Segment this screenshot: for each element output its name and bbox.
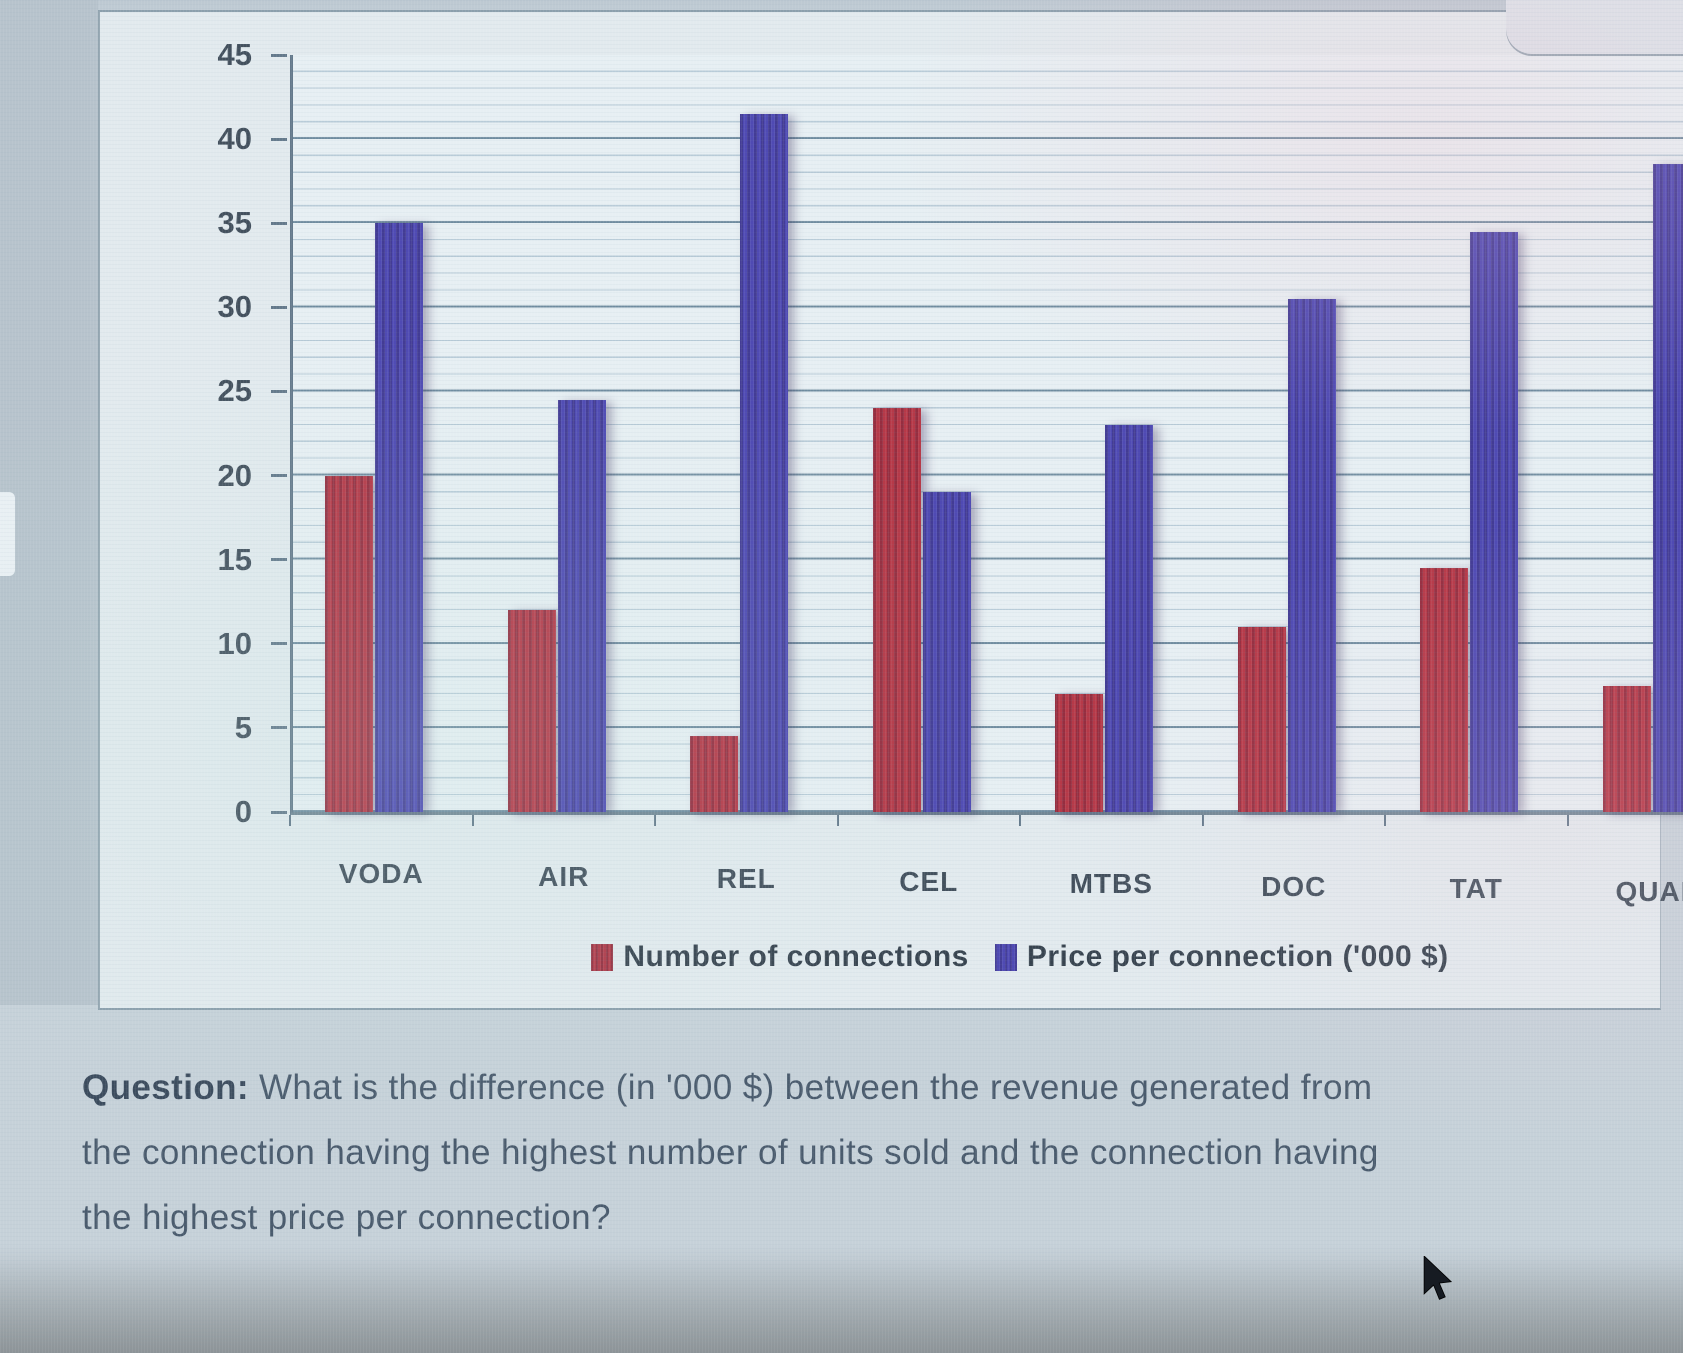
bar-tat-connections [1420, 568, 1468, 812]
x-axis-label-tat: TAT [1449, 873, 1503, 904]
x-axis-tick [1566, 815, 1569, 826]
x-axis-tick [1201, 815, 1204, 826]
y-axis-tick [271, 389, 287, 393]
y-axis-label-10: 10 [217, 625, 252, 661]
bar-rel-connections [690, 736, 738, 812]
bar-voda-connections [325, 475, 373, 812]
legend: Number of connections Price per connecti… [290, 940, 1683, 974]
x-axis-label-voda: VODA [338, 858, 424, 889]
x-axis-tick [471, 815, 474, 826]
y-axis-tick [271, 305, 287, 309]
top-right-overlay-tab[interactable]: Al [1506, 0, 1683, 56]
y-axis-label-5: 5 [234, 709, 252, 745]
x-axis-tick [289, 815, 291, 826]
y-axis-label-45: 45 [217, 37, 252, 72]
y-axis: 0 5 10 15 20 25 30 35 40 45 [100, 37, 290, 829]
chart-panel: 0 5 10 15 20 25 30 35 40 45 VODA AIR REL CEL MTBS DOC T… [98, 10, 1683, 1010]
legend-label-price: Price per connection ('000 $) [1026, 940, 1449, 973]
x-axis-label-air: AIR [538, 860, 590, 892]
question-line-2: the connection having the highest number… [82, 1133, 1379, 1172]
bar-mtbs-connections [1055, 694, 1103, 812]
bar-doc-connections [1237, 627, 1286, 812]
bar-cel-price [922, 492, 971, 812]
question-block: Question: What is the difference (in '000… [82, 1055, 1642, 1250]
y-axis-tick [271, 221, 287, 225]
bar-air-price [557, 399, 606, 812]
question-text-1: What is the difference (in '000 $) betwe… [258, 1068, 1373, 1107]
y-axis-tick [271, 137, 287, 141]
y-axis-label-20: 20 [217, 457, 252, 493]
y-axis-tick [271, 474, 287, 478]
bar-rel-price [740, 113, 788, 812]
bar-air-connections [507, 610, 556, 812]
x-axis-tick [836, 815, 839, 826]
x-axis-tick [1019, 815, 1021, 826]
legend-label-connections: Number of connections [623, 940, 969, 973]
bar-mtbs-price [1105, 425, 1153, 812]
x-axis-ticks [289, 812, 1683, 826]
y-axis-label-25: 25 [217, 373, 252, 409]
x-axis-labels: VODA AIR REL CEL MTBS DOC TAT QUAD [290, 854, 1683, 907]
question-prefix: Question: [82, 1068, 249, 1107]
bar-voda-price [375, 223, 423, 812]
y-axis-tick [271, 642, 287, 646]
x-axis-tick [1384, 815, 1386, 826]
left-edge-notch [0, 492, 15, 576]
y-axis-label-35: 35 [217, 205, 252, 241]
question-line-1: Question: What is the difference (in '000… [82, 1055, 1642, 1120]
x-axis-label-rel: REL [716, 863, 776, 894]
legend-swatch-blue [994, 943, 1017, 971]
x-axis-label-doc: DOC [1261, 870, 1327, 902]
y-axis-label-15: 15 [217, 541, 252, 577]
bar-quad-price [1652, 164, 1683, 812]
question-line-3: the highest price per connection? [82, 1198, 611, 1237]
bar-doc-price [1287, 298, 1336, 812]
y-axis-tick [271, 726, 287, 730]
left-margin-strip [0, 0, 98, 1005]
y-axis-tick [271, 558, 287, 562]
plot-area [290, 55, 1683, 815]
x-axis-label-quad: QUAD [1615, 875, 1683, 907]
y-axis-label-0: 0 [234, 794, 252, 829]
bar-cel-connections [872, 408, 921, 812]
mouse-cursor-icon [1422, 1255, 1456, 1307]
y-axis-label-30: 30 [217, 289, 252, 325]
bar-quad-connections [1602, 685, 1651, 812]
x-axis-label-mtbs: MTBS [1069, 868, 1153, 899]
x-axis-label-cel: CEL [899, 865, 959, 897]
legend-item-connections: Number of connections [591, 940, 969, 974]
legend-item-price: Price per connection ('000 $) [994, 940, 1449, 974]
y-axis-label-40: 40 [217, 121, 252, 157]
legend-swatch-red [591, 943, 614, 971]
y-axis-tick [271, 53, 287, 57]
bar-tat-price [1470, 231, 1518, 812]
y-axis-tick [271, 810, 287, 814]
x-axis-tick [654, 815, 656, 826]
